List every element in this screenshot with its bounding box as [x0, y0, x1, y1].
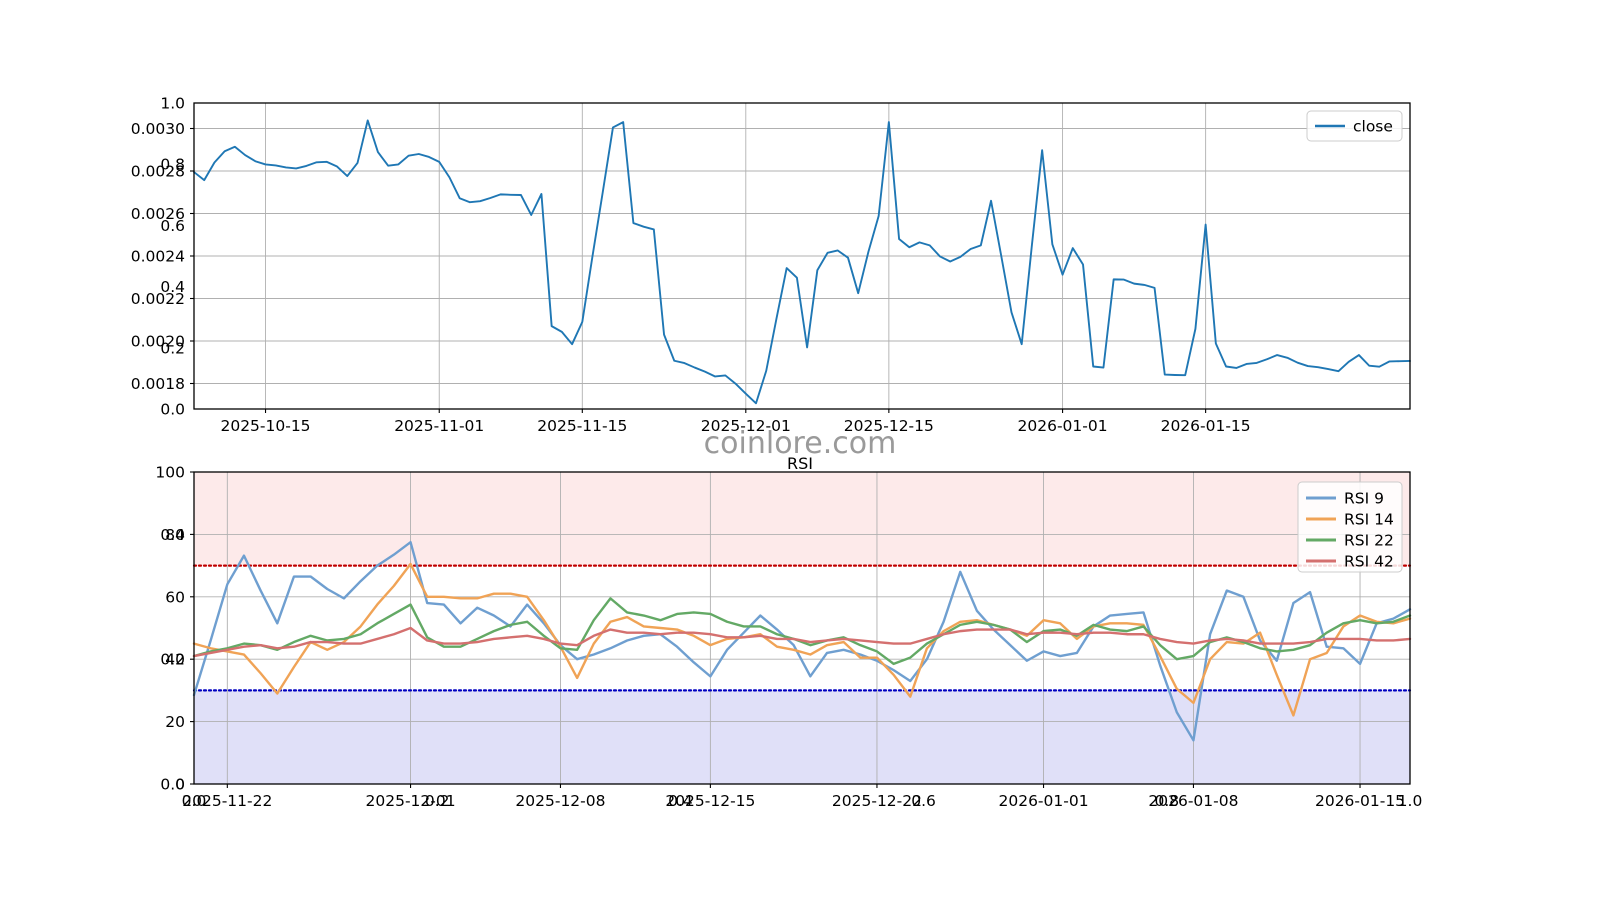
rsi-x-tick-label: 2026-01-01 — [998, 792, 1088, 810]
rsi-x-tick-label: 2025-12-15 — [665, 792, 755, 810]
price-secondary-y-tick-label: 0.0 — [160, 401, 185, 419]
price-y-tick-label: 0.0024 — [131, 248, 185, 266]
price-secondary-y-tick-label: 0.2 — [160, 339, 185, 357]
coinlore-watermark: coinlore.com — [704, 426, 897, 461]
price-y-tick-label: 0.0020 — [131, 333, 185, 351]
rsi-x-tick-label: 2025-12-01 — [366, 792, 456, 810]
price-x-tick-label: 2025-12-15 — [844, 417, 934, 435]
rsi-secondary-x-tick-label: 0.2 — [425, 792, 450, 810]
rsi-threshold-bands — [194, 472, 1410, 784]
rsi-secondary-x-tick-label: 0.8 — [1154, 792, 1179, 810]
rsi-secondary-y-tick-label: 0.2 — [160, 651, 185, 669]
rsi-y-tick-label: 20 — [165, 713, 185, 731]
rsi-legend[interactable]: RSI 9 RSI 14 RSI 22 RSI 42 — [1297, 481, 1403, 573]
rsi-secondary-x-tick-label: 0.0 — [182, 792, 207, 810]
rsi-x-tick-label: 2026-01-08 — [1148, 792, 1238, 810]
rsi-y-tick-label: 40 — [165, 651, 185, 669]
series-line-rsi-9 — [192, 541, 1412, 742]
rsi-x-tick-label: 2025-11-22 — [182, 792, 272, 810]
rsi-y-tick-label: 0 — [175, 776, 185, 794]
price-gridlines — [194, 103, 1410, 409]
price-y-tick-label: 0.0022 — [131, 290, 185, 308]
rsi-secondary-x-tick-label: 0.6 — [911, 792, 936, 810]
rsi-secondary-y-tick-label: 0.4 — [160, 526, 185, 544]
series-line-rsi-42 — [192, 626, 1412, 658]
price-y-tick-label: 0.0018 — [131, 375, 185, 393]
rsi-secondary-x-tick-label: 0.4 — [668, 792, 693, 810]
rsi-legend-label: RSI 9 — [1344, 490, 1384, 508]
rsi-legend-label: RSI 22 — [1344, 532, 1394, 550]
rsi-x-tick-labels: 2025-11-22 2025-12-01 2025-12-08 2025-12-15… — [182, 784, 1405, 810]
price-x-tick-label: 2025-12-01 — [701, 417, 791, 435]
rsi-threshold-lines — [192, 564, 1412, 692]
rsi-x-tick-label: 2025-12-22 — [832, 792, 922, 810]
series-line-rsi-14 — [192, 562, 1412, 717]
price-secondary-y-tick-label: 0.4 — [160, 278, 185, 296]
rsi-secondary-x-tick-labels: 0.0 0.2 0.4 0.6 0.8 1.0 — [182, 792, 1423, 810]
price-x-tick-labels: 2025-10-15 2025-11-01 2025-11-15 2025-12-01… — [220, 409, 1251, 435]
price-legend-box — [1306, 110, 1403, 142]
price-x-tick-label: 2026-01-15 — [1161, 417, 1251, 435]
price-y-tick-label: 0.0026 — [131, 205, 185, 223]
price-y-tick-labels: 0.0018 0.0020 0.0022 0.0024 0.0026 0.0028 0.00… — [131, 120, 194, 393]
price-chart-axes: 0.00180.00200.00220.00240.00260.00280.00… — [131, 95, 1411, 435]
rsi-x-tick-label: 2025-12-08 — [515, 792, 605, 810]
price-secondary-y-tick-label: 0.6 — [160, 217, 185, 235]
rsi-y-tick-label: 100 — [155, 464, 185, 482]
rsi-secondary-y-tick-label: 0.0 — [160, 776, 185, 794]
oversold-band — [194, 690, 1410, 784]
price-x-tick-label: 2025-11-15 — [537, 417, 627, 435]
series-line-rsi-22 — [192, 597, 1412, 666]
price-secondary-y-tick-label: 0.8 — [160, 156, 185, 174]
rsi-secondary-y-tick-labels: 0.0 0.2 0.4 — [160, 526, 185, 794]
rsi-legend-label: RSI 14 — [1344, 511, 1394, 529]
rsi-y-tick-label: 60 — [165, 588, 185, 606]
rsi-y-tick-label: 80 — [165, 526, 185, 544]
rsi-legend-label: RSI 42 — [1344, 553, 1394, 571]
price-x-tick-label: 2026-01-01 — [1018, 417, 1108, 435]
rsi-chart-axes: 0 20 40 60 80 100 0.0 0.2 0.4 2025-11-22 2025-12… — [155, 454, 1422, 810]
price-secondary-y-tick-labels: 0.0 0.2 0.4 0.6 0.8 1.0 — [160, 95, 185, 419]
price-y-tick-label: 0.0030 — [131, 120, 185, 138]
rsi-series-lines — [192, 541, 1412, 742]
overbought-band — [194, 472, 1410, 566]
series-line-close — [193, 119, 1411, 405]
price-secondary-y-tick-label: 1.0 — [160, 95, 185, 113]
rsi-x-tick-label: 2026-01-15 — [1315, 792, 1405, 810]
price-series-lines — [193, 119, 1411, 405]
price-x-tick-label: 2025-10-15 — [220, 417, 310, 435]
price-legend-label: close — [1353, 118, 1393, 136]
price-legend[interactable]: close — [1306, 110, 1403, 142]
rsi-chart-title: RSI — [787, 454, 813, 473]
rsi-axes-frame — [193, 471, 1411, 785]
price-y-tick-label: 0.0028 — [131, 163, 185, 181]
rsi-y-tick-labels: 0 20 40 60 80 100 — [155, 464, 194, 794]
price-x-tick-label: 2025-11-01 — [394, 417, 484, 435]
rsi-secondary-x-tick-label: 1.0 — [1398, 792, 1423, 810]
rsi-legend-box — [1297, 481, 1403, 573]
